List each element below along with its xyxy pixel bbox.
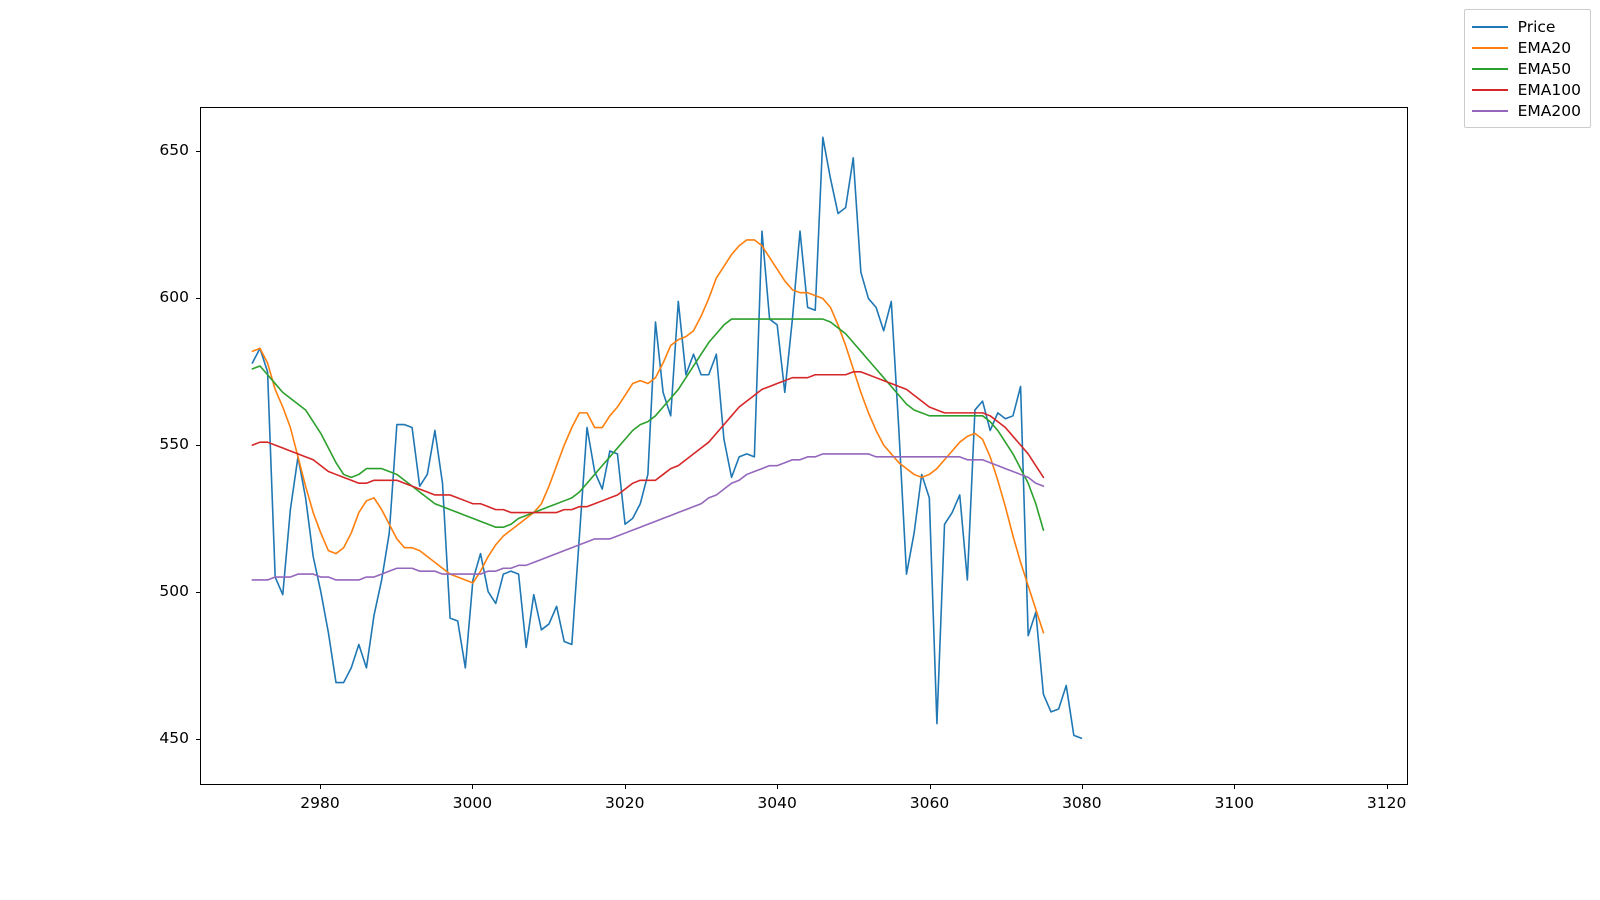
- legend-label: EMA200: [1517, 101, 1581, 120]
- x-tickmark: [1386, 785, 1388, 789]
- legend-item-ema20[interactable]: EMA20: [1471, 37, 1581, 58]
- legend-label: EMA50: [1517, 59, 1572, 78]
- legend-color-swatch: [1471, 109, 1508, 112]
- x-tick-label: 3080: [1062, 794, 1102, 812]
- x-tickmark: [1234, 785, 1236, 789]
- chart-legend: Price EMA20 EMA50 EMA100 EMA200: [1463, 9, 1591, 128]
- x-tick-label: 3120: [1366, 794, 1407, 812]
- legend-color-swatch: [1471, 46, 1508, 49]
- x-tick-label: 2980: [300, 794, 340, 812]
- x-tick-label: 3060: [909, 794, 950, 812]
- legend-item-price[interactable]: Price: [1471, 16, 1581, 37]
- series-line-ema100: [251, 371, 1045, 514]
- y-tickmark: [196, 739, 200, 741]
- x-tickmark: [624, 785, 626, 789]
- x-tick-label: 3100: [1214, 794, 1254, 812]
- legend-color-swatch: [1471, 25, 1508, 28]
- x-tickmark: [472, 785, 474, 789]
- legend-label: EMA100: [1517, 80, 1581, 99]
- legend-color-swatch: [1471, 88, 1508, 91]
- series-line-price: [251, 136, 1083, 740]
- x-tickmark: [929, 785, 931, 789]
- x-tick-label: 3000: [452, 794, 493, 812]
- legend-item-ema200[interactable]: EMA200: [1471, 100, 1581, 121]
- x-tickmark: [777, 785, 779, 789]
- legend-item-ema100[interactable]: EMA100: [1471, 79, 1581, 100]
- y-tick-label: 450: [159, 729, 189, 748]
- legend-item-ema50[interactable]: EMA50: [1471, 58, 1581, 79]
- x-tickmark: [320, 785, 322, 789]
- y-tick-label: 600: [159, 288, 189, 307]
- y-tick-label: 500: [159, 582, 189, 601]
- y-tickmark: [196, 298, 200, 300]
- x-tickmark: [1081, 785, 1083, 789]
- y-tickmark: [196, 592, 200, 594]
- series-line-ema20: [251, 239, 1045, 634]
- y-tick-label: 650: [159, 141, 189, 160]
- y-tickmark: [196, 151, 200, 153]
- y-tickmark: [196, 445, 200, 447]
- series-line-ema200: [251, 453, 1045, 581]
- x-tick-label: 3020: [605, 794, 645, 812]
- y-tick-label: 550: [159, 435, 189, 454]
- plot-axes: [200, 107, 1408, 785]
- series-container: [251, 136, 1083, 740]
- legend-color-swatch: [1471, 67, 1508, 70]
- series-line-ema50: [251, 318, 1045, 531]
- x-tick-label: 3040: [757, 794, 797, 812]
- legend-label: EMA20: [1517, 38, 1572, 57]
- legend-label: Price: [1517, 17, 1556, 36]
